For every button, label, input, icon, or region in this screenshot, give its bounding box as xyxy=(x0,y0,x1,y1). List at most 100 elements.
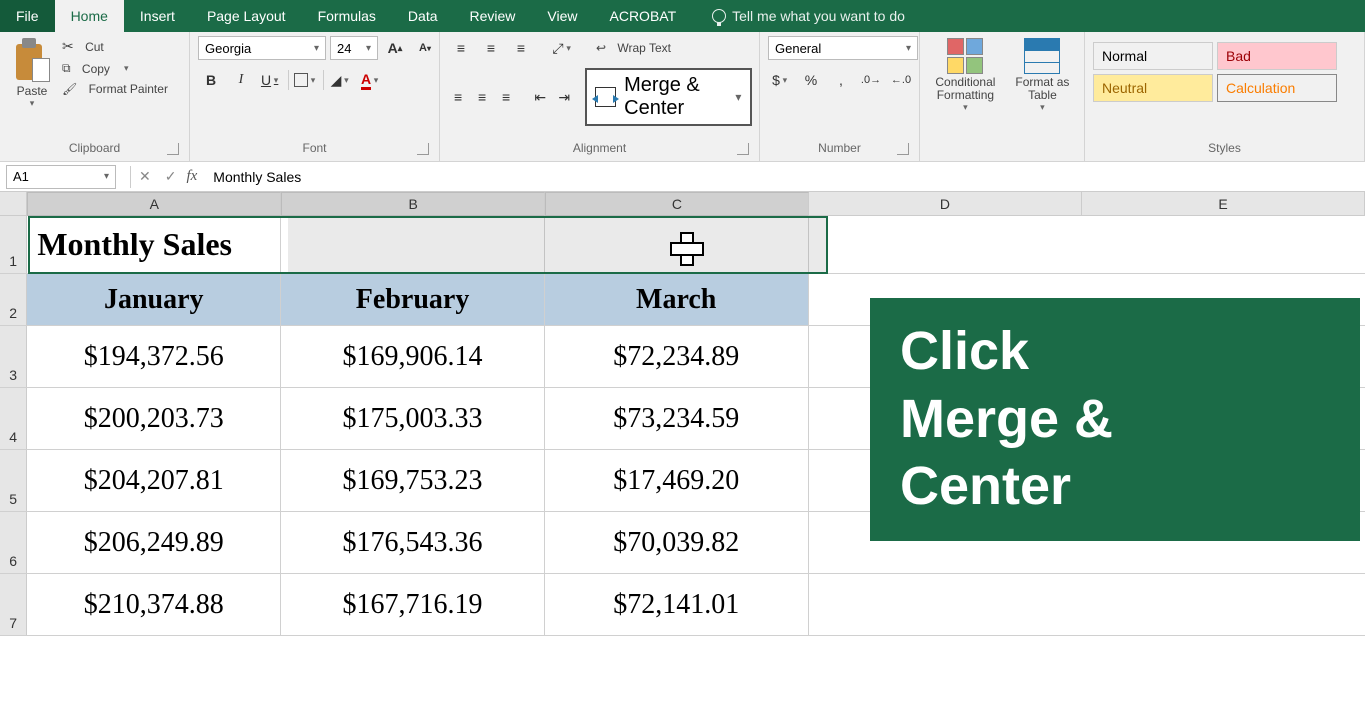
align-right-button[interactable]: ≡ xyxy=(496,85,516,109)
cell-D7[interactable] xyxy=(809,574,1082,635)
grid-row-7: 7 $210,374.88 $167,716.19 $72,141.01 xyxy=(0,574,1365,636)
cell-C5[interactable]: $17,469.20 xyxy=(545,450,809,511)
tab-home[interactable]: Home xyxy=(55,0,124,32)
increase-indent-button[interactable]: ⇥ xyxy=(554,85,574,109)
style-bad[interactable]: Bad xyxy=(1217,42,1337,70)
decrease-font-button[interactable]: A▾ xyxy=(412,36,438,60)
style-normal[interactable]: Normal xyxy=(1093,42,1213,70)
align-middle-button[interactable]: ≡ xyxy=(478,36,504,60)
cell-B3[interactable]: $169,906.14 xyxy=(281,326,545,387)
row-header-6[interactable]: 6 xyxy=(0,512,27,573)
align-center-button[interactable]: ≡ xyxy=(472,85,492,109)
col-header-D[interactable]: D xyxy=(809,192,1082,215)
tell-me[interactable]: Tell me what you want to do xyxy=(692,0,905,32)
percent-button[interactable]: % xyxy=(798,68,824,92)
row-header-1[interactable]: 1 xyxy=(0,216,27,273)
increase-font-button[interactable]: A▴ xyxy=(382,36,408,60)
cell-C4[interactable]: $73,234.59 xyxy=(545,388,809,449)
decrease-indent-button[interactable]: ⇤ xyxy=(530,85,550,109)
style-calculation[interactable]: Calculation xyxy=(1217,74,1337,102)
underline-button[interactable]: U▾ xyxy=(258,68,284,92)
cut-button[interactable]: ✂ Cut xyxy=(62,38,168,55)
tab-view[interactable]: View xyxy=(531,0,593,32)
cell-D1[interactable] xyxy=(809,216,1082,273)
cell-E7[interactable] xyxy=(1082,574,1365,635)
fill-color-button[interactable]: ◢▾ xyxy=(328,68,354,92)
align-left-button[interactable]: ≡ xyxy=(448,85,468,109)
comma-button[interactable]: , xyxy=(828,68,854,92)
number-launcher[interactable] xyxy=(897,143,909,155)
orientation-button[interactable]: ⤢▾ xyxy=(550,36,576,60)
font-name-select[interactable]: Georgia▾ xyxy=(198,36,326,60)
formula-bar: A1▾ ✕ ✓ fx Monthly Sales xyxy=(0,162,1365,192)
cell-A5[interactable]: $204,207.81 xyxy=(27,450,281,511)
row-header-7[interactable]: 7 xyxy=(0,574,27,635)
italic-button[interactable]: I xyxy=(228,68,254,92)
formula-input[interactable]: Monthly Sales xyxy=(207,169,1365,185)
align-bottom-button[interactable]: ≡ xyxy=(508,36,534,60)
cell-A7[interactable]: $210,374.88 xyxy=(27,574,281,635)
tab-page-layout[interactable]: Page Layout xyxy=(191,0,302,32)
currency-button[interactable]: $▾ xyxy=(768,68,794,92)
align-top-button[interactable]: ≡ xyxy=(448,36,474,60)
cell-B6[interactable]: $176,543.36 xyxy=(281,512,545,573)
font-size-select[interactable]: 24▾ xyxy=(330,36,378,60)
paste-icon xyxy=(14,38,50,82)
wrap-icon: ↩ xyxy=(596,41,606,55)
font-color-button[interactable]: A▾ xyxy=(358,68,384,92)
tab-review[interactable]: Review xyxy=(454,0,532,32)
cell-B2[interactable]: February xyxy=(281,274,545,325)
format-painter-button[interactable]: 🖌 Format Painter xyxy=(62,82,168,96)
cell-A1[interactable]: Monthly Sales xyxy=(27,216,281,273)
conditional-formatting-button[interactable]: Conditional Formatting▾ xyxy=(928,36,1003,115)
style-neutral[interactable]: Neutral xyxy=(1093,74,1213,102)
copy-button[interactable]: ⧉ Copy ▾ xyxy=(62,61,168,76)
format-as-table-button[interactable]: Format as Table▾ xyxy=(1009,36,1076,115)
row-header-3[interactable]: 3 xyxy=(0,326,27,387)
col-header-A[interactable]: A xyxy=(27,192,281,216)
enter-icon[interactable]: ✓ xyxy=(165,168,177,185)
decrease-decimal-button[interactable]: ←.0 xyxy=(888,68,914,92)
bold-button[interactable]: B xyxy=(198,68,224,92)
row-header-4[interactable]: 4 xyxy=(0,388,27,449)
cell-C1[interactable] xyxy=(545,216,809,273)
tab-insert[interactable]: Insert xyxy=(124,0,191,32)
col-header-E[interactable]: E xyxy=(1082,192,1365,215)
name-box[interactable]: A1▾ xyxy=(6,165,116,189)
fx-icon[interactable]: fx xyxy=(186,168,197,185)
cell-A2[interactable]: January xyxy=(27,274,281,325)
cell-A3[interactable]: $194,372.56 xyxy=(27,326,281,387)
number-format-select[interactable]: General▾ xyxy=(768,36,918,60)
tab-formulas[interactable]: Formulas xyxy=(302,0,392,32)
cell-B1[interactable] xyxy=(281,216,545,273)
border-button[interactable]: ▾ xyxy=(293,68,319,92)
cell-C7[interactable]: $72,141.01 xyxy=(545,574,809,635)
row-header-5[interactable]: 5 xyxy=(0,450,27,511)
tab-acrobat[interactable]: ACROBAT xyxy=(594,0,693,32)
row-header-2[interactable]: 2 xyxy=(0,274,27,325)
col-header-B[interactable]: B xyxy=(281,192,545,216)
cell-B5[interactable]: $169,753.23 xyxy=(281,450,545,511)
cell-A4[interactable]: $200,203.73 xyxy=(27,388,281,449)
wrap-text-button[interactable]: ↩ Wrap Text xyxy=(596,41,671,55)
group-cond: Conditional Formatting▾ Format as Table▾ xyxy=(920,32,1085,161)
cancel-icon[interactable]: ✕ xyxy=(139,168,151,185)
cell-E1[interactable] xyxy=(1082,216,1365,273)
tab-file[interactable]: File xyxy=(0,0,55,32)
clipboard-launcher[interactable] xyxy=(167,143,179,155)
alignment-launcher[interactable] xyxy=(737,143,749,155)
increase-decimal-button[interactable]: .0→ xyxy=(858,68,884,92)
callout-line1: Click xyxy=(900,318,1330,386)
font-launcher[interactable] xyxy=(417,143,429,155)
tab-data[interactable]: Data xyxy=(392,0,454,32)
cell-C6[interactable]: $70,039.82 xyxy=(545,512,809,573)
col-header-C[interactable]: C xyxy=(545,192,809,216)
merge-center-button[interactable]: Merge & Center ▾ xyxy=(585,68,752,126)
cell-A6[interactable]: $206,249.89 xyxy=(27,512,281,573)
cell-C3[interactable]: $72,234.89 xyxy=(545,326,809,387)
cell-B7[interactable]: $167,716.19 xyxy=(281,574,545,635)
paste-button[interactable]: Paste ▾ xyxy=(8,36,56,111)
cell-C2[interactable]: March xyxy=(545,274,809,325)
cell-B4[interactable]: $175,003.33 xyxy=(281,388,545,449)
select-all-corner[interactable] xyxy=(0,192,27,215)
